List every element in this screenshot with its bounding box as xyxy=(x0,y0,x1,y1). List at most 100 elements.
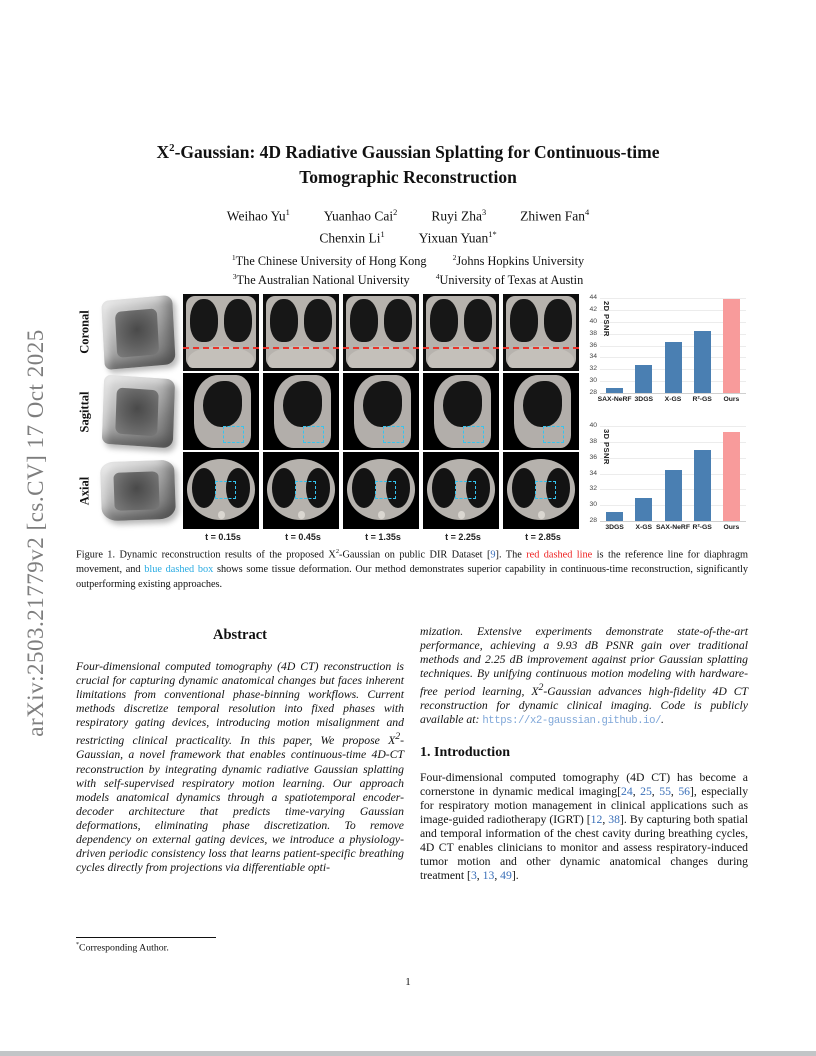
ct-image-coronal xyxy=(263,294,339,371)
lung xyxy=(442,380,483,427)
volume-render-coronal xyxy=(95,294,181,371)
diaphragm xyxy=(507,345,575,368)
deformation-box xyxy=(303,426,324,443)
gridline xyxy=(600,321,746,323)
citation-link[interactable]: 55 xyxy=(659,784,671,798)
figure-caption: Figure 1. Dynamic reconstruction results… xyxy=(76,547,748,593)
lung xyxy=(522,380,563,427)
lung xyxy=(362,380,403,427)
spine xyxy=(297,510,305,519)
lung-right xyxy=(225,468,250,509)
citation-link[interactable]: 25 xyxy=(640,784,652,798)
affiliations-row-2: 3The Australian National University 4Uni… xyxy=(76,272,740,288)
text-segment: , xyxy=(602,812,609,826)
reference-line xyxy=(263,347,339,350)
spine xyxy=(377,510,385,519)
text-segment: X xyxy=(156,141,170,162)
y-axis-label: 2D PSNR xyxy=(602,301,611,337)
bar-Ours xyxy=(722,432,740,521)
text-segment: , xyxy=(494,869,501,883)
abstract-text: Four-dimensional computed tomography (4D… xyxy=(76,660,404,875)
y-tick-label: 32 xyxy=(589,485,597,493)
text-segment: mization. Extensive experiments demonstr… xyxy=(420,625,748,699)
lung-left xyxy=(272,468,297,509)
deformation-box xyxy=(454,481,476,500)
text-segment: Figure 1. Dynamic reconstruction results… xyxy=(76,549,336,561)
ct-image-axial xyxy=(423,452,499,529)
ct-image-axial xyxy=(343,452,419,529)
bar-X-GS xyxy=(635,498,653,521)
x-category-label: SAX-NeRF xyxy=(597,396,632,403)
x-category-label: 3DGS xyxy=(634,396,654,403)
page-bottom-edge xyxy=(0,1051,816,1056)
text-segment: -Gaussian: 4D Radiative Gaussian Splatti… xyxy=(174,141,660,162)
code-url-link[interactable]: https://x2-gaussian.github.io/ xyxy=(482,715,662,728)
ct-image-sagittal xyxy=(503,373,579,450)
abstract-continued-text: mization. Extensive experiments demonstr… xyxy=(420,625,748,729)
chart-2d-psnr: 28 30 32 34 36 38 40 42 44 2D PSNR SAX-NeRF 3DGS X-G… xyxy=(585,294,748,416)
x-axis-line xyxy=(600,393,746,394)
author-6: Yixuan Yuan1* xyxy=(418,230,497,246)
gridline xyxy=(600,333,746,335)
deformation-box xyxy=(383,426,404,443)
volume-cube xyxy=(101,374,175,449)
gridline xyxy=(600,426,746,427)
deformation-box xyxy=(374,481,396,500)
y-tick-label: 38 xyxy=(589,437,597,445)
diaphragm xyxy=(187,345,255,368)
x-category-label: SAX-NeRF xyxy=(655,524,690,531)
introduction-heading: 1. Introduction xyxy=(420,744,510,760)
affiliation-2: 2Johns Hopkins University xyxy=(452,253,585,269)
diaphragm xyxy=(427,345,495,368)
y-tick-label: 30 xyxy=(589,377,597,385)
y-tick-label: 28 xyxy=(589,389,597,396)
footnote-rule xyxy=(76,937,216,938)
bar-X-GS xyxy=(664,341,682,393)
volume-render-axial xyxy=(95,452,181,529)
reference-line xyxy=(183,347,259,350)
y-tick-label: 30 xyxy=(589,501,597,509)
lung xyxy=(202,380,243,427)
x-category-label: Ours xyxy=(723,524,740,531)
ct-image-coronal xyxy=(423,294,499,371)
deformation-box xyxy=(534,481,556,500)
row-label-sagittal: Sagittal xyxy=(77,391,92,433)
bar-3DGS xyxy=(606,512,624,521)
y-tick-label: 44 xyxy=(589,294,597,301)
volume-cut-face xyxy=(114,308,159,359)
citation-link[interactable]: 3 xyxy=(470,869,477,883)
bar-R²-GS xyxy=(693,330,711,393)
spine xyxy=(537,510,545,519)
text-segment: -Gaussian advances high-fidelity 4D CT r… xyxy=(420,685,748,727)
affiliation-4: 4University of Texas at Austin xyxy=(435,272,584,288)
lung-right xyxy=(545,468,570,509)
text-segment: 2 xyxy=(169,142,175,154)
citation-link[interactable]: 24 xyxy=(621,784,633,798)
ct-image-sagittal xyxy=(423,373,499,450)
citation-link[interactable]: 49 xyxy=(500,869,512,883)
text-segment: , xyxy=(476,869,483,883)
reference-line xyxy=(423,347,499,350)
citation-link[interactable]: 9 xyxy=(490,549,496,561)
ct-image-sagittal xyxy=(343,373,419,450)
lung xyxy=(282,380,323,427)
diaphragm xyxy=(347,345,415,368)
volume-cut-face xyxy=(113,471,160,512)
time-label-1: t = 0.15s xyxy=(205,532,241,542)
citation-link[interactable]: 38 xyxy=(608,812,620,826)
citation-link[interactable]: 56 xyxy=(678,784,691,798)
text-segment: . xyxy=(661,713,664,727)
lung-left xyxy=(509,298,538,343)
citation-link[interactable]: 13 xyxy=(482,869,495,883)
lung-right xyxy=(384,298,413,343)
time-label-5: t = 2.85s xyxy=(525,532,561,542)
right-column: mization. Extensive experiments demonstr… xyxy=(420,625,748,883)
diaphragm xyxy=(267,345,335,368)
y-tick-label: 32 xyxy=(589,365,597,373)
citation-link[interactable]: 12 xyxy=(590,812,603,826)
bar-Ours xyxy=(722,298,740,393)
text-segment: ]. The xyxy=(495,549,527,561)
time-label-4: t = 2.25s xyxy=(445,532,481,542)
footnote-text: Corresponding Author. xyxy=(79,942,169,954)
text-segment: Four-dimensional computed tomography (4D… xyxy=(420,770,748,798)
